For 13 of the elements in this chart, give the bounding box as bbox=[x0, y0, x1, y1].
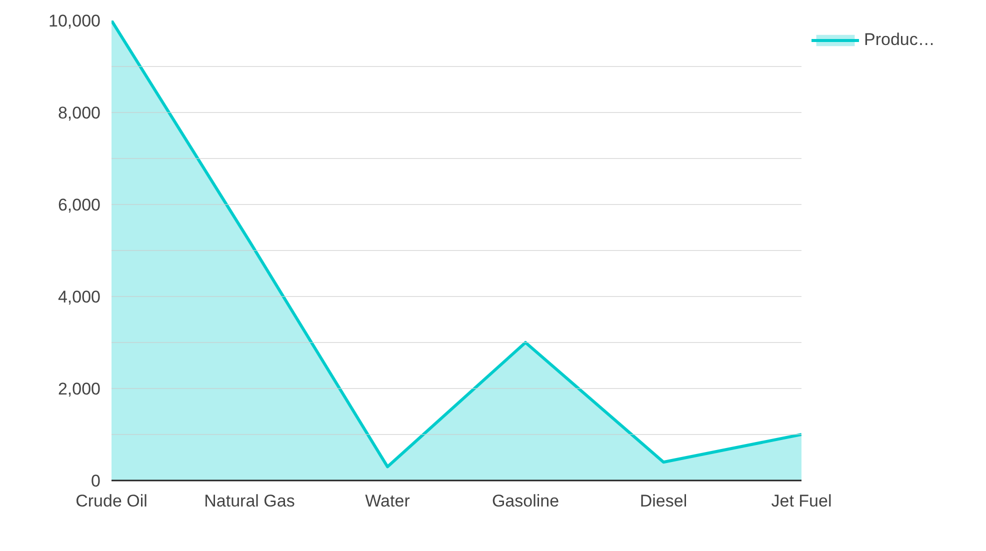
y-tick-label: 2,000 bbox=[58, 380, 101, 398]
y-tick-label: 4,000 bbox=[58, 288, 101, 306]
x-tick-label: Diesel bbox=[640, 492, 688, 510]
y-tick-label: 8,000 bbox=[58, 104, 101, 122]
x-tick-label: Gasoline bbox=[492, 492, 560, 510]
y-tick-label: 6,000 bbox=[58, 196, 101, 214]
x-tick-label: Natural Gas bbox=[204, 492, 295, 510]
legend-label: Produc… bbox=[864, 30, 935, 50]
y-tick-label: 0 bbox=[91, 472, 101, 490]
x-tick-label: Crude Oil bbox=[76, 492, 148, 510]
x-tick-label: Water bbox=[365, 492, 410, 510]
y-tick-label: 10,000 bbox=[48, 12, 101, 30]
x-tick-label: Jet Fuel bbox=[771, 492, 832, 510]
